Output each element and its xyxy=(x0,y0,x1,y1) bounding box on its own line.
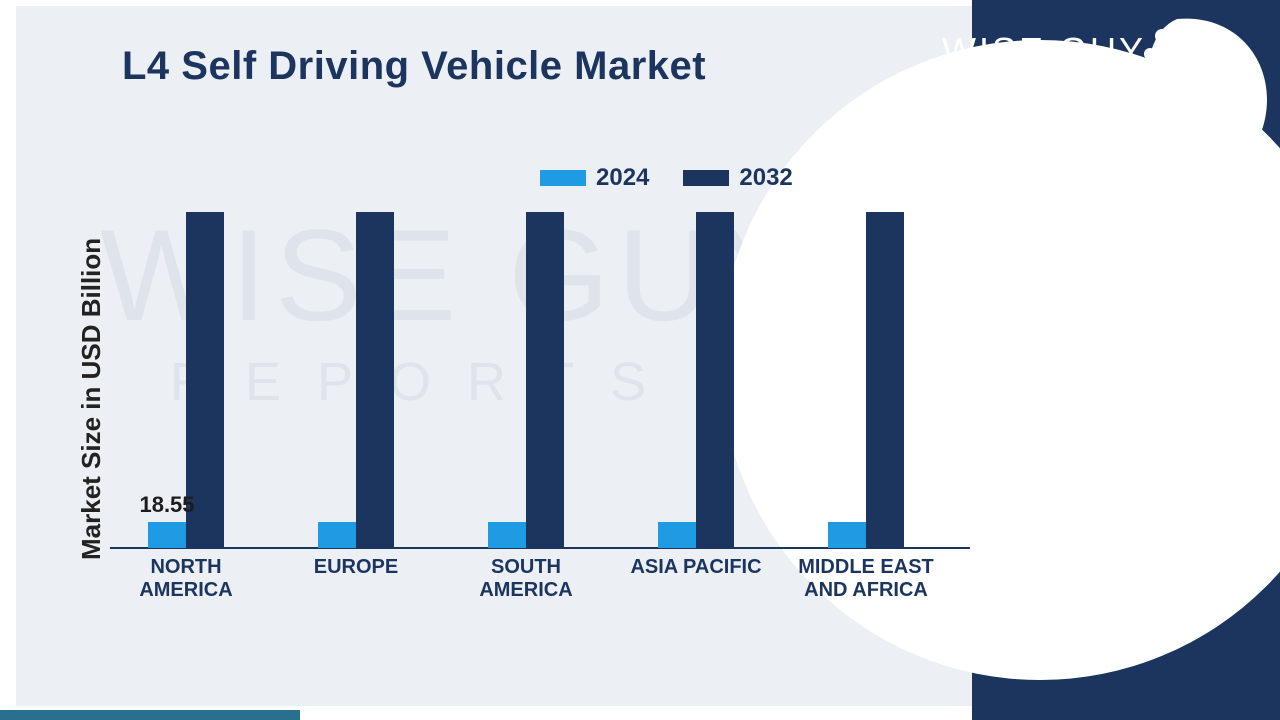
plot-area: NORTH AMERICA18.55EUROPESOUTH AMERICAASI… xyxy=(110,198,970,548)
legend-swatch-2024 xyxy=(540,170,586,186)
legend-swatch-2032 xyxy=(683,170,729,186)
category-label-1: EUROPE xyxy=(286,556,426,579)
bar-2024-3 xyxy=(658,522,696,548)
bar-2032-4 xyxy=(866,212,904,548)
category-label-4: MIDDLE EAST AND AFRICA xyxy=(796,556,936,602)
category-label-2: SOUTH AMERICA xyxy=(456,556,596,602)
category-label-3: ASIA PACIFIC xyxy=(626,556,766,579)
legend-item-2032: 2032 xyxy=(683,164,792,192)
legend: 2024 2032 xyxy=(540,164,793,192)
chart-title: L4 Self Driving Vehicle Market xyxy=(122,44,706,89)
bottom-accent-bar xyxy=(0,710,300,720)
brand-logo-line2: REPORTS xyxy=(942,70,1146,87)
category-label-0: NORTH AMERICA xyxy=(116,556,256,602)
bar-2024-2 xyxy=(488,522,526,548)
bar-2032-3 xyxy=(696,212,734,548)
brand-logo-line1: WISE GUY xyxy=(942,30,1146,72)
brand-logo: WISE GUY REPORTS xyxy=(942,30,1146,87)
bar-2032-2 xyxy=(526,212,564,548)
value-label-2024-0: 18.55 xyxy=(127,492,207,518)
legend-label-2024: 2024 xyxy=(596,164,649,192)
y-axis-label: Market Size in USD Billion xyxy=(76,238,107,560)
legend-label-2032: 2032 xyxy=(739,164,792,192)
chart-canvas: WISE GUY REPORTS WISE GUY REPORTS L4 Sel… xyxy=(0,0,1280,720)
bar-2032-1 xyxy=(356,212,394,548)
bar-2024-4 xyxy=(828,522,866,548)
bar-2024-1 xyxy=(318,522,356,548)
bar-2024-0 xyxy=(148,522,186,548)
legend-item-2024: 2024 xyxy=(540,164,649,192)
